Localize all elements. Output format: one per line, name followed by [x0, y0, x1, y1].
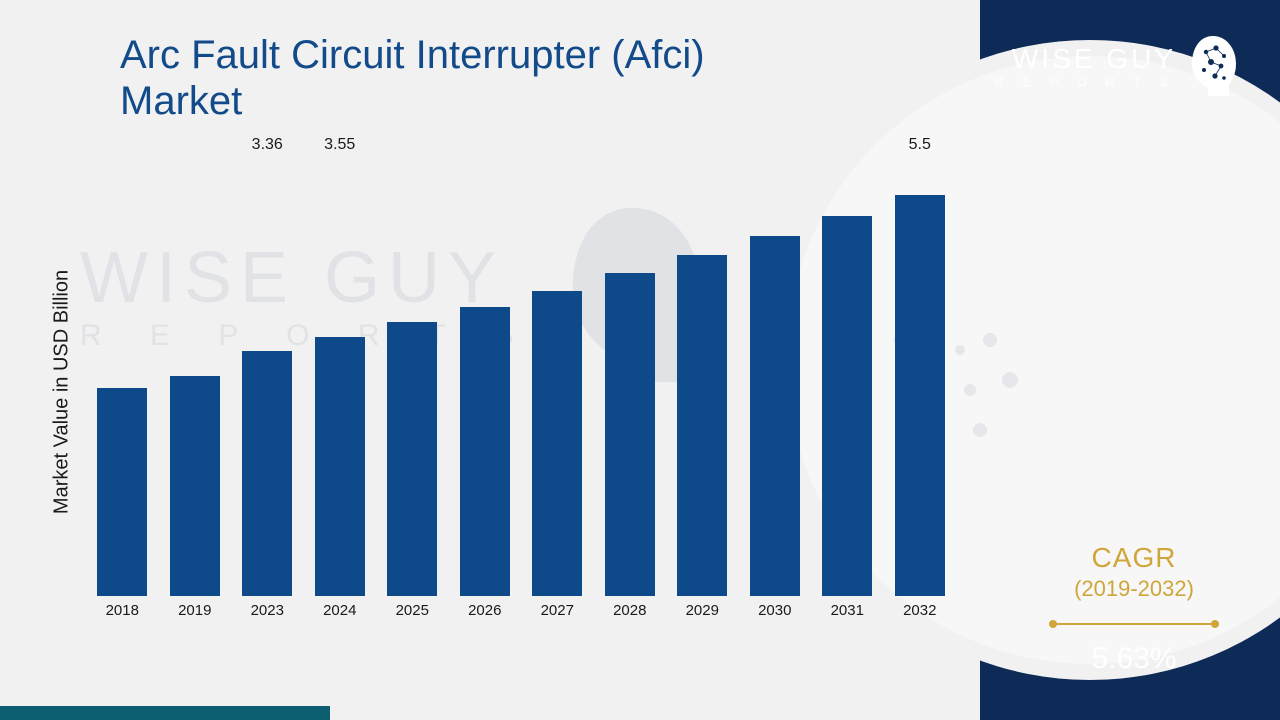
bar [750, 236, 800, 596]
bar-wrap [531, 158, 584, 596]
bar-wrap: 3.55 [314, 158, 367, 596]
x-axis-label: 2029 [676, 596, 729, 626]
bar-wrap: 3.36 [241, 158, 294, 596]
plot-area: 3.36 3.55 5.5 [92, 158, 950, 596]
bar [532, 291, 582, 596]
bar-wrap: 5.5 [894, 158, 947, 596]
brand-logo: WISE GUY R E P O R T S [995, 34, 1240, 98]
bar [822, 216, 872, 596]
bar [315, 337, 365, 596]
y-axis-label: Market Value in USD Billion [51, 270, 74, 514]
bar-wrap [821, 158, 874, 596]
cagr-block: CAGR (2019-2032) 5.63% [1034, 542, 1234, 676]
x-axis-label: 2026 [459, 596, 512, 626]
logo-line2: R E P O R T S [995, 75, 1176, 89]
bar [460, 307, 510, 596]
x-axis-label: 2032 [894, 596, 947, 626]
bar-wrap [459, 158, 512, 596]
bar-wrap [676, 158, 729, 596]
cagr-value: 5.63% [1034, 642, 1234, 676]
bar [170, 376, 220, 596]
x-axis-label: 2019 [169, 596, 222, 626]
bar [895, 195, 945, 597]
chart-title: Arc Fault Circuit Interrupter (Afci) Mar… [120, 32, 760, 124]
x-axis-label: 2024 [314, 596, 367, 626]
x-axis-label: 2025 [386, 596, 439, 626]
bar [242, 351, 292, 596]
x-axis-label: 2031 [821, 596, 874, 626]
bar-value-label: 5.5 [909, 136, 931, 154]
bar-wrap [169, 158, 222, 596]
bar-wrap [386, 158, 439, 596]
bar-value-label: 3.36 [252, 136, 283, 154]
bottom-accent-strip [0, 706, 330, 720]
bar [97, 388, 147, 596]
bar [677, 255, 727, 596]
cagr-range: (2019-2032) [1034, 576, 1234, 602]
logo-head-icon [1186, 34, 1240, 98]
cagr-divider [1049, 620, 1219, 628]
bar [605, 273, 655, 596]
x-axis-label: 2023 [241, 596, 294, 626]
logo-line1: WISE GUY [995, 43, 1176, 75]
x-axis-label: 2018 [96, 596, 149, 626]
bar-wrap [96, 158, 149, 596]
x-axis-label: 2027 [531, 596, 584, 626]
x-axis-label: 2030 [749, 596, 802, 626]
bar-value-label: 3.55 [324, 136, 355, 154]
x-axis-label: 2028 [604, 596, 657, 626]
bar-chart: Market Value in USD Billion 3.363.555.5 … [50, 158, 950, 626]
bar [387, 322, 437, 596]
cagr-label: CAGR [1034, 542, 1234, 574]
bar-wrap [749, 158, 802, 596]
bar-wrap [604, 158, 657, 596]
